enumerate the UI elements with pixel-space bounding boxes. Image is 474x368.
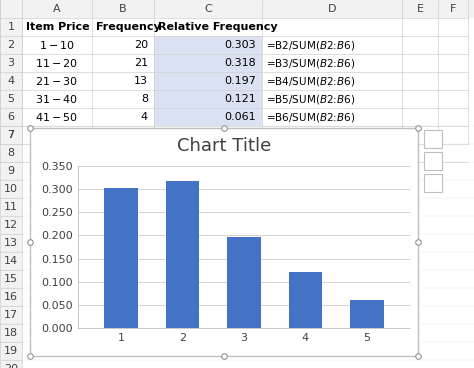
Text: 8: 8: [141, 94, 148, 104]
Text: $41 - $50: $41 - $50: [36, 111, 79, 123]
Text: 0.197: 0.197: [224, 76, 256, 86]
Text: Item Price: Item Price: [26, 22, 90, 32]
Bar: [165, 181, 200, 328]
Bar: [350, 300, 384, 328]
Text: E: E: [417, 4, 423, 14]
Text: $21 - $30: $21 - $30: [36, 75, 79, 87]
Text: 20: 20: [134, 40, 148, 50]
Text: 10: 10: [4, 184, 18, 194]
Bar: [0, 0, 474, 144]
Text: =B3/SUM($B$2:$B$6): =B3/SUM($B$2:$B$6): [266, 57, 355, 70]
Bar: [424, 174, 442, 192]
Bar: [227, 237, 261, 328]
Text: 5: 5: [8, 94, 15, 104]
Text: 3: 3: [8, 58, 15, 68]
Text: =B2/SUM($B$2:$B$6): =B2/SUM($B$2:$B$6): [266, 39, 355, 52]
Text: 0.303: 0.303: [224, 40, 256, 50]
Text: 7: 7: [8, 130, 15, 140]
Text: 4: 4: [141, 112, 148, 122]
Bar: [424, 130, 442, 148]
Text: 7: 7: [8, 130, 15, 140]
Text: 19: 19: [4, 346, 18, 356]
Text: 17: 17: [4, 310, 18, 320]
Text: B: B: [119, 4, 127, 14]
Bar: [0, 0, 22, 144]
Text: 0.121: 0.121: [224, 94, 256, 104]
Text: D: D: [328, 4, 336, 14]
Text: 0.061: 0.061: [224, 112, 256, 122]
Text: 2: 2: [8, 40, 15, 50]
Text: Relative Frequency: Relative Frequency: [158, 22, 278, 32]
Text: C: C: [204, 4, 212, 14]
Text: 13: 13: [134, 76, 148, 86]
Text: =B6/SUM($B$2:$B$6): =B6/SUM($B$2:$B$6): [266, 110, 355, 124]
Text: $11 - $20: $11 - $20: [36, 57, 79, 69]
Text: 18: 18: [4, 328, 18, 338]
Bar: [0, 0, 474, 18]
Text: $1 - $10: $1 - $10: [39, 39, 75, 51]
Text: 20: 20: [4, 364, 18, 368]
Bar: [424, 152, 442, 170]
Text: 13: 13: [4, 238, 18, 248]
Text: 21: 21: [134, 58, 148, 68]
Bar: [104, 188, 138, 328]
Bar: [154, 36, 262, 126]
Text: 16: 16: [4, 292, 18, 302]
Text: 9: 9: [8, 166, 15, 176]
Text: 11: 11: [4, 202, 18, 212]
Text: 15: 15: [4, 274, 18, 284]
Text: =B4/SUM($B$2:$B$6): =B4/SUM($B$2:$B$6): [266, 74, 355, 88]
Text: 6: 6: [8, 112, 15, 122]
Text: $31 - $40: $31 - $40: [36, 93, 79, 105]
Text: =B5/SUM($B$2:$B$6): =B5/SUM($B$2:$B$6): [266, 92, 355, 106]
Text: Chart Title: Chart Title: [177, 137, 271, 155]
Text: 8: 8: [8, 148, 15, 158]
Text: F: F: [450, 4, 456, 14]
Text: A: A: [53, 4, 61, 14]
Text: 12: 12: [4, 220, 18, 230]
Text: 1: 1: [8, 22, 15, 32]
Bar: [22, 144, 474, 368]
Text: Frequency: Frequency: [96, 22, 161, 32]
Bar: [30, 128, 418, 356]
Text: 0.318: 0.318: [224, 58, 256, 68]
Bar: [0, 144, 22, 368]
Text: 14: 14: [4, 256, 18, 266]
Text: 4: 4: [8, 76, 15, 86]
Bar: [289, 272, 322, 328]
